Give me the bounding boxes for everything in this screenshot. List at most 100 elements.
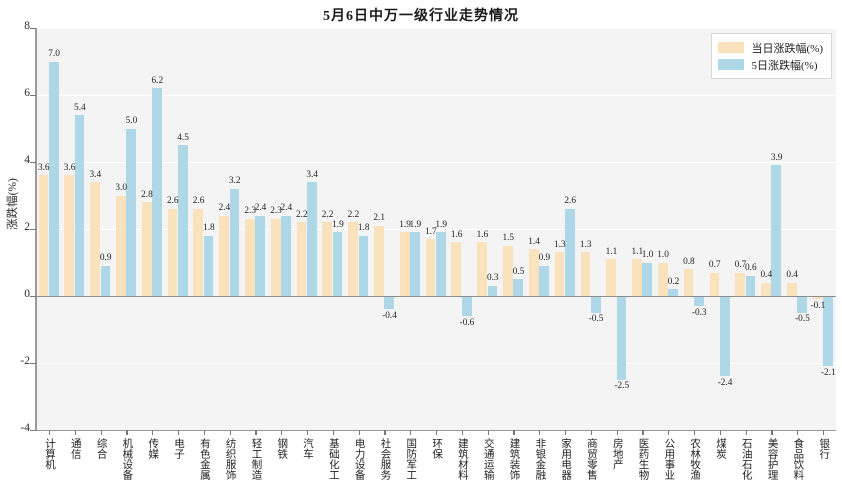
bar[interactable] — [219, 215, 229, 296]
bar[interactable] — [281, 215, 291, 296]
legend-swatch-icon — [717, 59, 744, 70]
bar-value-label: 0.3 — [486, 273, 499, 284]
bar[interactable] — [503, 245, 513, 296]
x-tick-mark — [384, 430, 386, 435]
bar[interactable] — [823, 296, 833, 367]
bar[interactable] — [64, 175, 75, 296]
bar[interactable] — [694, 296, 704, 307]
x-tick-mark — [100, 430, 102, 435]
bar[interactable] — [786, 282, 797, 296]
bar[interactable] — [374, 225, 384, 296]
x-category-label: 机械设备 — [121, 438, 133, 480]
bar[interactable] — [193, 208, 204, 296]
bar[interactable] — [761, 282, 771, 296]
bar[interactable] — [657, 262, 668, 296]
bar-value-label: -0.3 — [691, 307, 707, 318]
x-category-label: 国防军工 — [405, 438, 417, 480]
bar[interactable] — [719, 296, 730, 377]
bar[interactable] — [410, 232, 420, 296]
legend-label: 5日涨跌幅(%) — [751, 59, 818, 72]
bar[interactable] — [255, 215, 266, 296]
bar-value-label: 7.0 — [48, 49, 60, 59]
bar[interactable] — [167, 208, 178, 296]
bar[interactable] — [141, 202, 152, 296]
x-tick-mark — [358, 430, 360, 435]
bar[interactable] — [306, 182, 317, 296]
bar-value-label: 2.2 — [347, 209, 360, 220]
bar[interactable] — [735, 272, 746, 296]
bar[interactable] — [565, 208, 575, 296]
bar[interactable] — [797, 296, 807, 313]
plot-area: 3.6 7.0 3.6 5.4 3.4 0.9 3.0 5.0 2.8 6.2 2.6 4.5 2.6 1… — [36, 28, 836, 431]
bar[interactable] — [203, 235, 214, 296]
bar[interactable] — [126, 128, 137, 296]
bar-value-label: 1.4 — [528, 236, 540, 247]
bar[interactable] — [436, 232, 446, 296]
bar[interactable] — [616, 296, 627, 380]
x-category-label: 计算机 — [43, 438, 55, 470]
bar[interactable] — [100, 265, 111, 296]
bar[interactable] — [642, 262, 653, 296]
bar[interactable] — [322, 222, 333, 296]
bar[interactable] — [399, 232, 410, 296]
bar[interactable] — [152, 88, 162, 296]
x-tick-mark — [719, 430, 722, 435]
bar-value-label: 1.0 — [657, 250, 669, 260]
bar-value-label: 0.4 — [760, 270, 773, 281]
bar[interactable] — [539, 265, 549, 296]
bar-value-label: -0.4 — [382, 310, 397, 321]
x-tick-mark — [177, 430, 180, 435]
bar[interactable] — [771, 165, 782, 296]
gridline — [36, 28, 836, 29]
x-tick-mark — [642, 430, 644, 435]
bar[interactable] — [384, 296, 395, 310]
bar-value-label: 2.6 — [564, 196, 576, 207]
y-tick-label: 8 — [24, 20, 30, 32]
legend-item[interactable]: 5日涨跌幅(%) — [717, 56, 824, 73]
bar[interactable] — [606, 259, 617, 296]
bar[interactable] — [358, 235, 369, 296]
bar[interactable] — [487, 285, 498, 296]
zero-baseline — [36, 296, 836, 297]
x-axis-line — [35, 430, 836, 432]
bar[interactable] — [296, 222, 307, 296]
bar[interactable] — [461, 296, 472, 317]
bar[interactable] — [116, 195, 126, 296]
bar[interactable] — [668, 289, 678, 296]
legend-item[interactable]: 当日涨跌幅(%) — [717, 39, 824, 56]
y-tick-mark — [30, 296, 36, 298]
bar-value-label: 2.6 — [192, 196, 205, 207]
bar[interactable] — [245, 218, 255, 296]
x-tick-mark — [436, 430, 438, 435]
bar[interactable] — [74, 115, 85, 296]
y-tick-label: 4 — [24, 154, 30, 166]
bar[interactable] — [425, 239, 436, 296]
bar[interactable] — [177, 145, 188, 296]
bar[interactable] — [513, 279, 524, 296]
bar[interactable] — [554, 252, 565, 296]
bar[interactable] — [632, 259, 642, 296]
x-tick-mark — [771, 430, 773, 435]
bar-value-label: -0.5 — [588, 314, 604, 325]
x-category-label: 家用电器 — [560, 438, 572, 480]
bar[interactable] — [528, 249, 539, 296]
bar[interactable] — [745, 275, 756, 296]
bar[interactable] — [477, 242, 487, 296]
bar[interactable] — [812, 296, 823, 300]
bar[interactable] — [229, 188, 240, 296]
bar[interactable] — [683, 269, 694, 296]
bar[interactable] — [270, 218, 281, 296]
legend-label: 当日涨跌幅(%) — [751, 42, 824, 55]
bar[interactable] — [348, 222, 358, 296]
bar[interactable] — [90, 182, 100, 296]
bar[interactable] — [580, 252, 591, 296]
bar[interactable] — [451, 242, 462, 296]
bar-value-label: 2.2 — [321, 209, 334, 220]
bar[interactable] — [38, 175, 49, 296]
bar[interactable] — [48, 61, 59, 296]
bar[interactable] — [590, 296, 601, 313]
bar[interactable] — [332, 232, 343, 296]
bar-value-label: 2.6 — [166, 196, 179, 207]
bar[interactable] — [709, 272, 720, 296]
